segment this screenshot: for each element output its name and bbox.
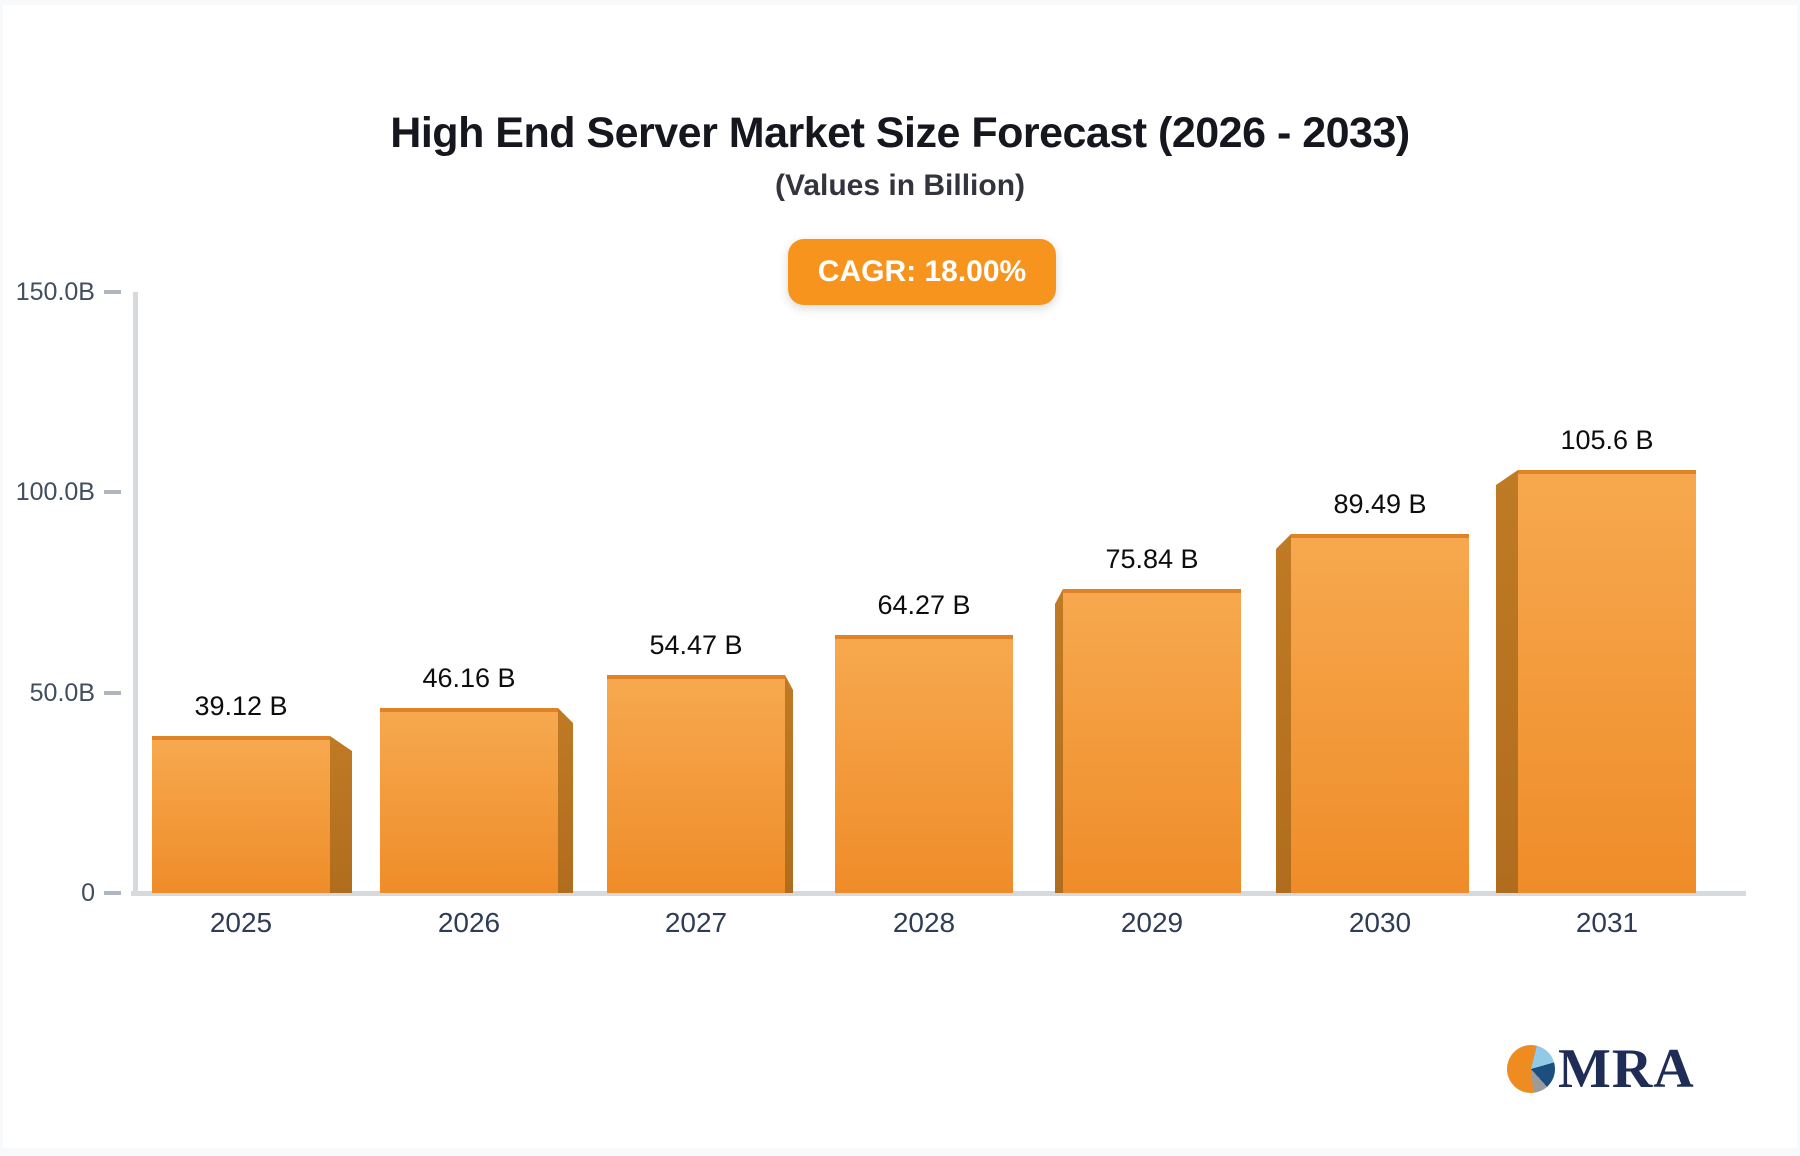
bar-side-face: [1055, 589, 1063, 893]
chart-subtitle: (Values in Billion): [774, 169, 1026, 202]
bar-2026: [380, 708, 558, 893]
x-tick-label: 2031: [1575, 907, 1639, 938]
bar-2030: [1291, 534, 1469, 893]
y-tick-label: 150.0B: [15, 278, 95, 306]
y-tick-mark: [104, 490, 121, 495]
y-tick-label: 50.0B: [29, 678, 95, 707]
bar-2025: [152, 736, 330, 893]
y-tick-mark: [104, 290, 121, 294]
y-tick-label: 0: [81, 879, 95, 907]
bar-value-label: 64.27 B: [877, 590, 971, 620]
chart-header: High End Server Market Size Forecast (20…: [3, 5, 1797, 305]
pie-chart-icon: [1507, 1045, 1555, 1093]
x-tick-label: 2025: [209, 907, 273, 938]
bar-side-face: [1276, 534, 1291, 893]
bar-value-label: 54.47 B: [649, 630, 743, 660]
bar-2028: [835, 635, 1013, 893]
bar-value-label: 75.84 B: [1105, 544, 1199, 574]
y-tick-mark: [104, 690, 121, 695]
y-tick-mark: [104, 891, 121, 895]
y-tick-label: 100.0B: [15, 478, 95, 507]
x-axis-baseline: [131, 891, 1746, 896]
x-tick-label: 2028: [892, 907, 956, 938]
bar-value-label: 46.16 B: [422, 663, 516, 693]
bar-side-face: [785, 675, 793, 893]
bar-side-face: [330, 736, 352, 893]
y-axis-line: [133, 292, 138, 896]
x-tick-label: 2027: [664, 907, 728, 938]
chart-card: High End Server Market Size Forecast (20…: [3, 5, 1797, 1148]
bar-side-face: [558, 708, 573, 893]
brand-text: MRA: [1558, 1038, 1695, 1100]
bar-2031: [1518, 470, 1696, 893]
chart-title: High End Server Market Size Forecast (20…: [390, 109, 1410, 157]
bar-chart: 0 50.0B 100.0B 150.0B 39.12 B 2025 46.16 B 2026…: [3, 5, 1797, 1148]
cagr-badge: CAGR: 18.00%: [787, 239, 1057, 305]
bar-value-label: 39.12 B: [194, 691, 288, 721]
brand-logo: MRA: [1507, 1038, 1695, 1100]
x-tick-label: 2030: [1348, 907, 1412, 938]
x-tick-label: 2026: [437, 907, 501, 938]
bar-side-face: [1496, 470, 1518, 893]
bar-2027: [607, 675, 785, 893]
bar-2029: [1063, 589, 1241, 893]
x-tick-label: 2029: [1120, 907, 1184, 938]
bar-value-label: 105.6 B: [1560, 425, 1654, 455]
bar-value-label: 89.49 B: [1333, 489, 1427, 519]
